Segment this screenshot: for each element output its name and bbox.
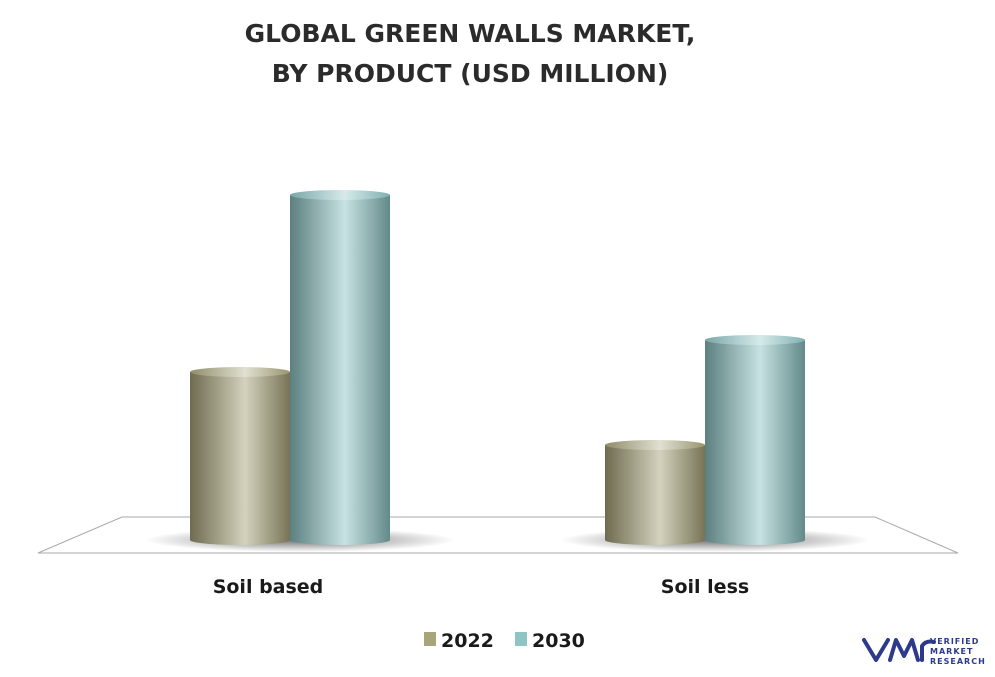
bar-top xyxy=(605,440,705,450)
legend-label: 2030 xyxy=(532,630,585,652)
logo: VERIFIED MARKET RESEARCH xyxy=(862,637,986,666)
chart-title: GLOBAL GREEN WALLS MARKET, xyxy=(245,19,696,48)
x-tick-label: Soil less xyxy=(661,576,749,598)
logo-text: VERIFIED xyxy=(930,637,979,646)
logo-text: MARKET xyxy=(930,647,973,656)
bar xyxy=(705,340,805,545)
bar-top xyxy=(290,190,390,200)
bars xyxy=(145,190,870,552)
bar xyxy=(290,195,390,545)
bar-top xyxy=(190,367,290,377)
x-tick-label: Soil based xyxy=(213,576,324,598)
bar xyxy=(190,372,290,545)
bar-top xyxy=(705,335,805,345)
bar xyxy=(605,445,705,545)
legend-label: 2022 xyxy=(441,630,494,652)
logo-mark xyxy=(862,638,936,662)
logo-text: RESEARCH xyxy=(930,657,986,666)
legend-swatch xyxy=(424,632,436,646)
legend-swatch xyxy=(515,632,527,646)
chart-title: BY PRODUCT (USD MILLION) xyxy=(272,59,669,88)
